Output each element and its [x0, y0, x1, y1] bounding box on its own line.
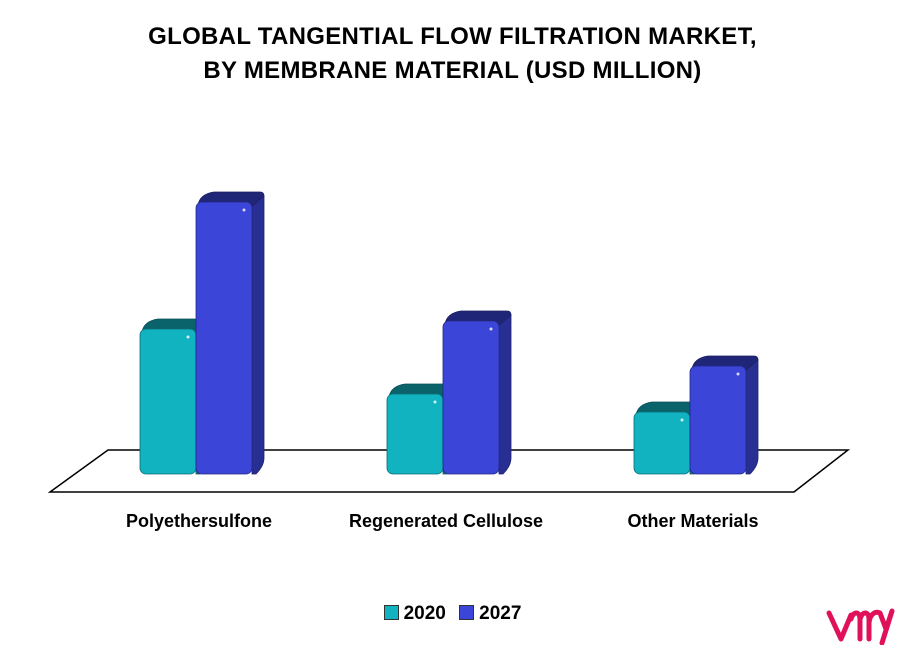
legend: 2020 2027 — [0, 603, 905, 625]
legend-item-2027: 2027 — [459, 603, 521, 625]
bar-other-materials-2027 — [689, 355, 759, 475]
bars-group — [139, 191, 759, 475]
vmr-logo-icon — [826, 608, 895, 645]
category-label-regenerated-cellulose: Regenerated Cellulose — [349, 511, 543, 531]
category-label-polyethersulfone: Polyethersulfone — [126, 511, 272, 531]
chart-title-line-1: GLOBAL TANGENTIAL FLOW FILTRATION MARKET… — [148, 23, 757, 50]
bar-polyethersulfone-2027 — [195, 191, 265, 475]
legend-swatch-2027 — [459, 605, 475, 620]
bar-chart: Polyethersulfone Regenerated Cellulose Oth… — [47, 191, 851, 531]
legend-item-2020: 2020 — [383, 603, 446, 625]
legend-swatch-2020 — [383, 605, 399, 620]
bar-regenerated-cellulose-2027 — [442, 310, 512, 475]
chart-title-line-2: BY MEMBRANE MATERIAL (USD MILLION) — [203, 57, 702, 84]
legend-label-2020: 2020 — [403, 603, 446, 624]
category-labels: Polyethersulfone Regenerated Cellulose Oth… — [126, 511, 759, 531]
chart-title: GLOBAL TANGENTIAL FLOW FILTRATION MARKET… — [0, 20, 905, 88]
legend-label-2027: 2027 — [479, 603, 522, 624]
category-label-other-materials: Other Materials — [627, 511, 758, 531]
